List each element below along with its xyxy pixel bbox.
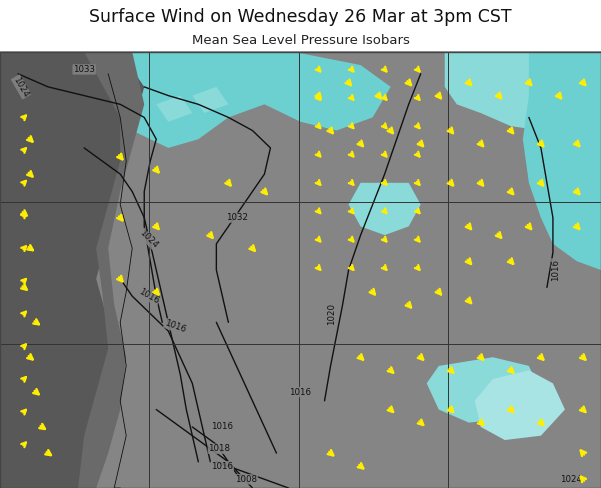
Text: 1016: 1016	[290, 387, 311, 397]
Polygon shape	[192, 87, 228, 113]
Text: Surface Wind on Wednesday 26 Mar at 3pm CST: Surface Wind on Wednesday 26 Mar at 3pm …	[89, 8, 512, 26]
Polygon shape	[0, 218, 60, 279]
Polygon shape	[132, 52, 391, 148]
Polygon shape	[132, 52, 300, 139]
Text: 1032: 1032	[227, 213, 248, 222]
Polygon shape	[156, 96, 192, 122]
Text: 1016: 1016	[212, 423, 233, 431]
Text: 1016: 1016	[552, 259, 560, 281]
Polygon shape	[445, 52, 601, 130]
Polygon shape	[0, 52, 144, 488]
Text: 1016: 1016	[163, 319, 188, 335]
Text: 1024: 1024	[138, 228, 160, 250]
Text: 1024: 1024	[560, 475, 582, 484]
Polygon shape	[427, 357, 541, 423]
Polygon shape	[78, 52, 144, 488]
Text: 1016: 1016	[137, 287, 161, 305]
Text: Mean Sea Level Pressure Isobars: Mean Sea Level Pressure Isobars	[192, 34, 409, 47]
Text: 1024: 1024	[11, 75, 31, 99]
Text: 1008: 1008	[236, 475, 257, 484]
Text: 1033: 1033	[73, 65, 95, 74]
Text: 1020: 1020	[328, 303, 336, 325]
Polygon shape	[132, 52, 288, 130]
Polygon shape	[0, 183, 60, 248]
Polygon shape	[132, 52, 276, 130]
Text: 1016: 1016	[212, 462, 233, 471]
Text: 1018: 1018	[209, 444, 230, 453]
Polygon shape	[523, 52, 601, 270]
Polygon shape	[349, 183, 421, 235]
Polygon shape	[475, 370, 565, 440]
